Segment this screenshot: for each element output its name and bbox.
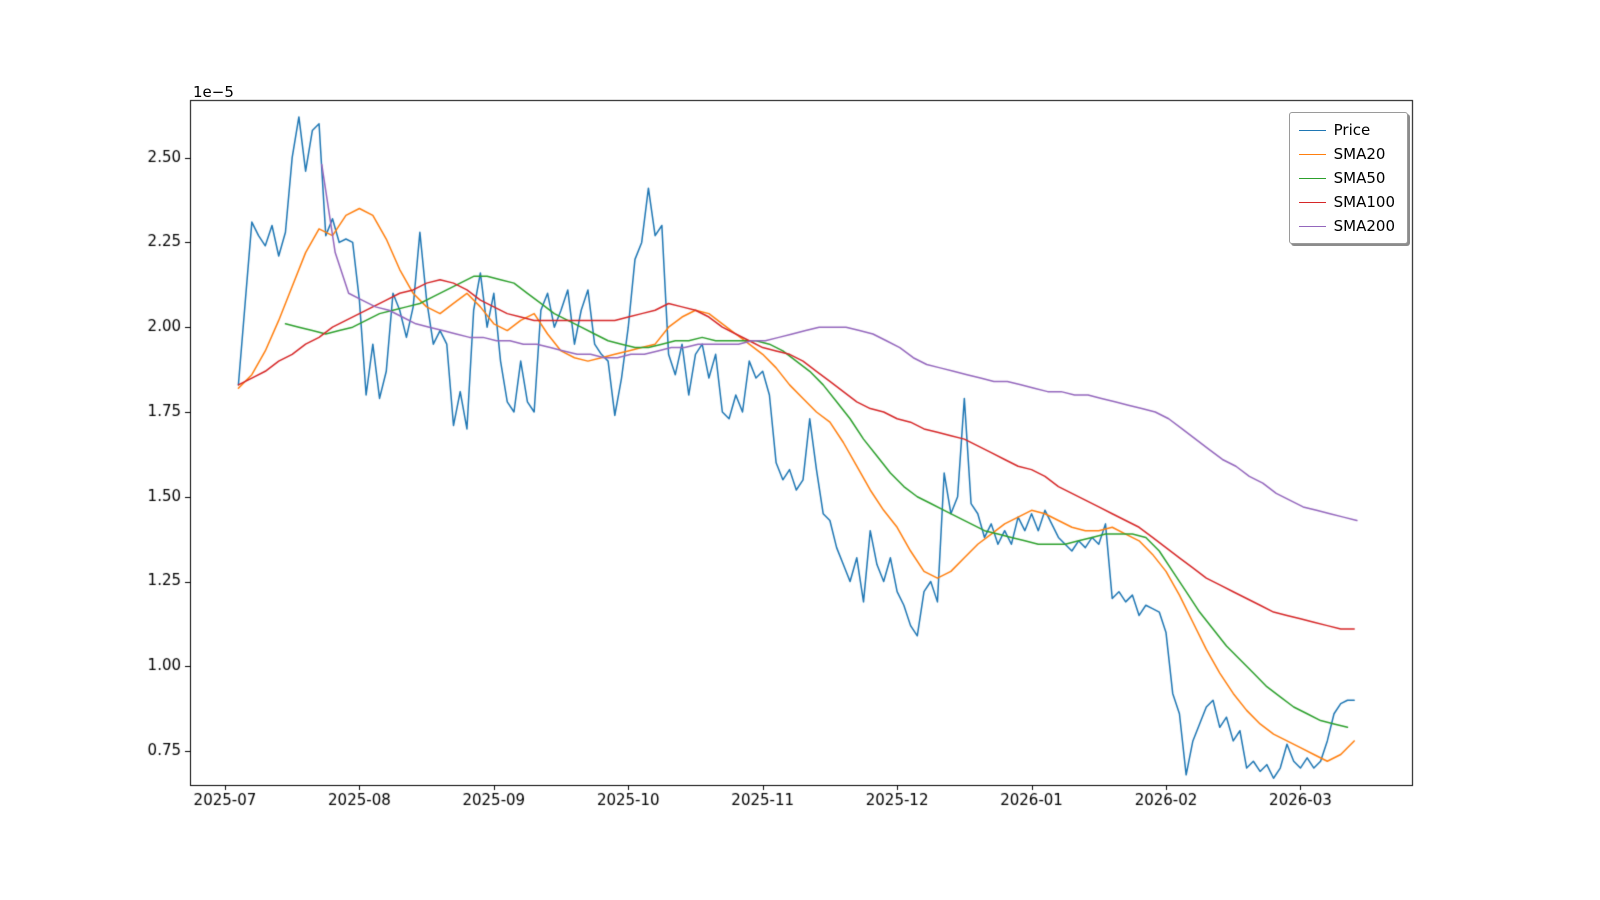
legend-label-price: Price [1333, 121, 1371, 139]
legend-label-sma100: SMA100 [1333, 193, 1395, 211]
legend-item-price: Price [1298, 121, 1395, 139]
legend-line-swatch-price [1298, 129, 1326, 131]
legend-line-swatch-sma100 [1298, 201, 1326, 203]
legend-item-sma20: SMA20 [1298, 145, 1395, 163]
y-axis-offset-label: 1e−5 [193, 83, 234, 101]
legend-label-sma50: SMA50 [1333, 169, 1386, 187]
legend-label-sma20: SMA20 [1333, 145, 1386, 163]
legend-label-sma200: SMA200 [1333, 217, 1395, 235]
legend-line-swatch-sma200 [1298, 225, 1326, 227]
legend-item-sma200: SMA200 [1298, 217, 1395, 235]
legend-item-sma100: SMA100 [1298, 193, 1395, 211]
legend-line-swatch-sma50 [1298, 177, 1326, 179]
legend-item-sma50: SMA50 [1298, 169, 1395, 187]
legend: Price SMA20 SMA50 SMA100 SMA200 [1288, 112, 1408, 244]
legend-line-swatch-sma20 [1298, 153, 1326, 155]
